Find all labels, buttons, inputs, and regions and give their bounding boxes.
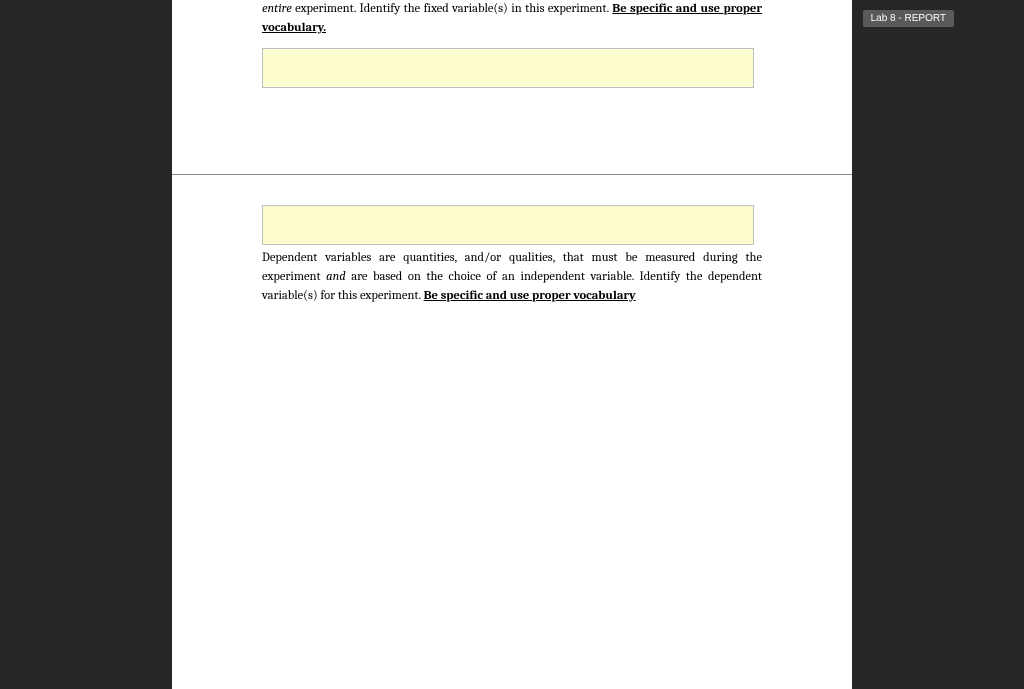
dependent-variable-instruction: Dependent variables are quantities, and/…: [262, 249, 762, 305]
text-emphasis: Be specific and use proper vocabulary: [424, 289, 636, 303]
text-italic: and: [326, 270, 346, 284]
tab-label-text: Lab 8 - REPORT: [871, 13, 946, 24]
page-stack: entire experiment. Identify the fixed va…: [172, 0, 852, 689]
page2-top-answer-box[interactable]: [262, 205, 754, 245]
document-tab-label[interactable]: Lab 8 - REPORT: [863, 10, 954, 27]
fixed-variable-instruction: entire experiment. Identify the fixed va…: [262, 0, 762, 38]
text-mid: experiment. Identify the fixed variable(…: [292, 2, 613, 16]
fixed-variable-answer-box[interactable]: [262, 48, 754, 88]
text-italic: entire: [262, 2, 292, 16]
document-viewer: entire experiment. Identify the fixed va…: [0, 0, 1024, 689]
document-page-2: Dependent variables are quantities, and/…: [172, 175, 852, 689]
document-page-1: entire experiment. Identify the fixed va…: [172, 0, 852, 175]
page2-content: Dependent variables are quantities, and/…: [172, 205, 852, 305]
page1-content: entire experiment. Identify the fixed va…: [172, 0, 852, 88]
